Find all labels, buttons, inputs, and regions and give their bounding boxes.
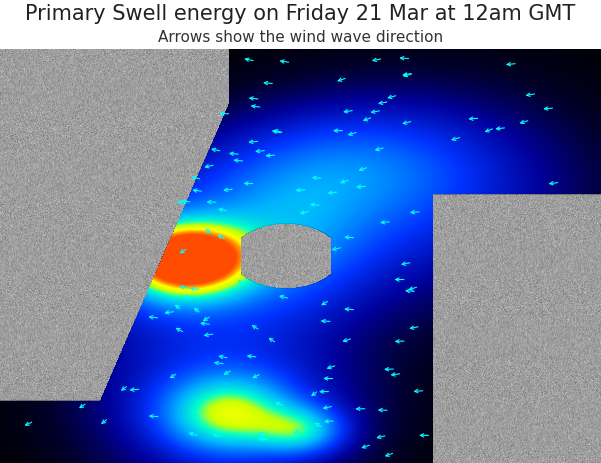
Text: Arrows show the wind wave direction: Arrows show the wind wave direction [158, 31, 443, 45]
Text: Primary Swell energy on Friday 21 Mar at 12am GMT: Primary Swell energy on Friday 21 Mar at… [25, 4, 576, 24]
